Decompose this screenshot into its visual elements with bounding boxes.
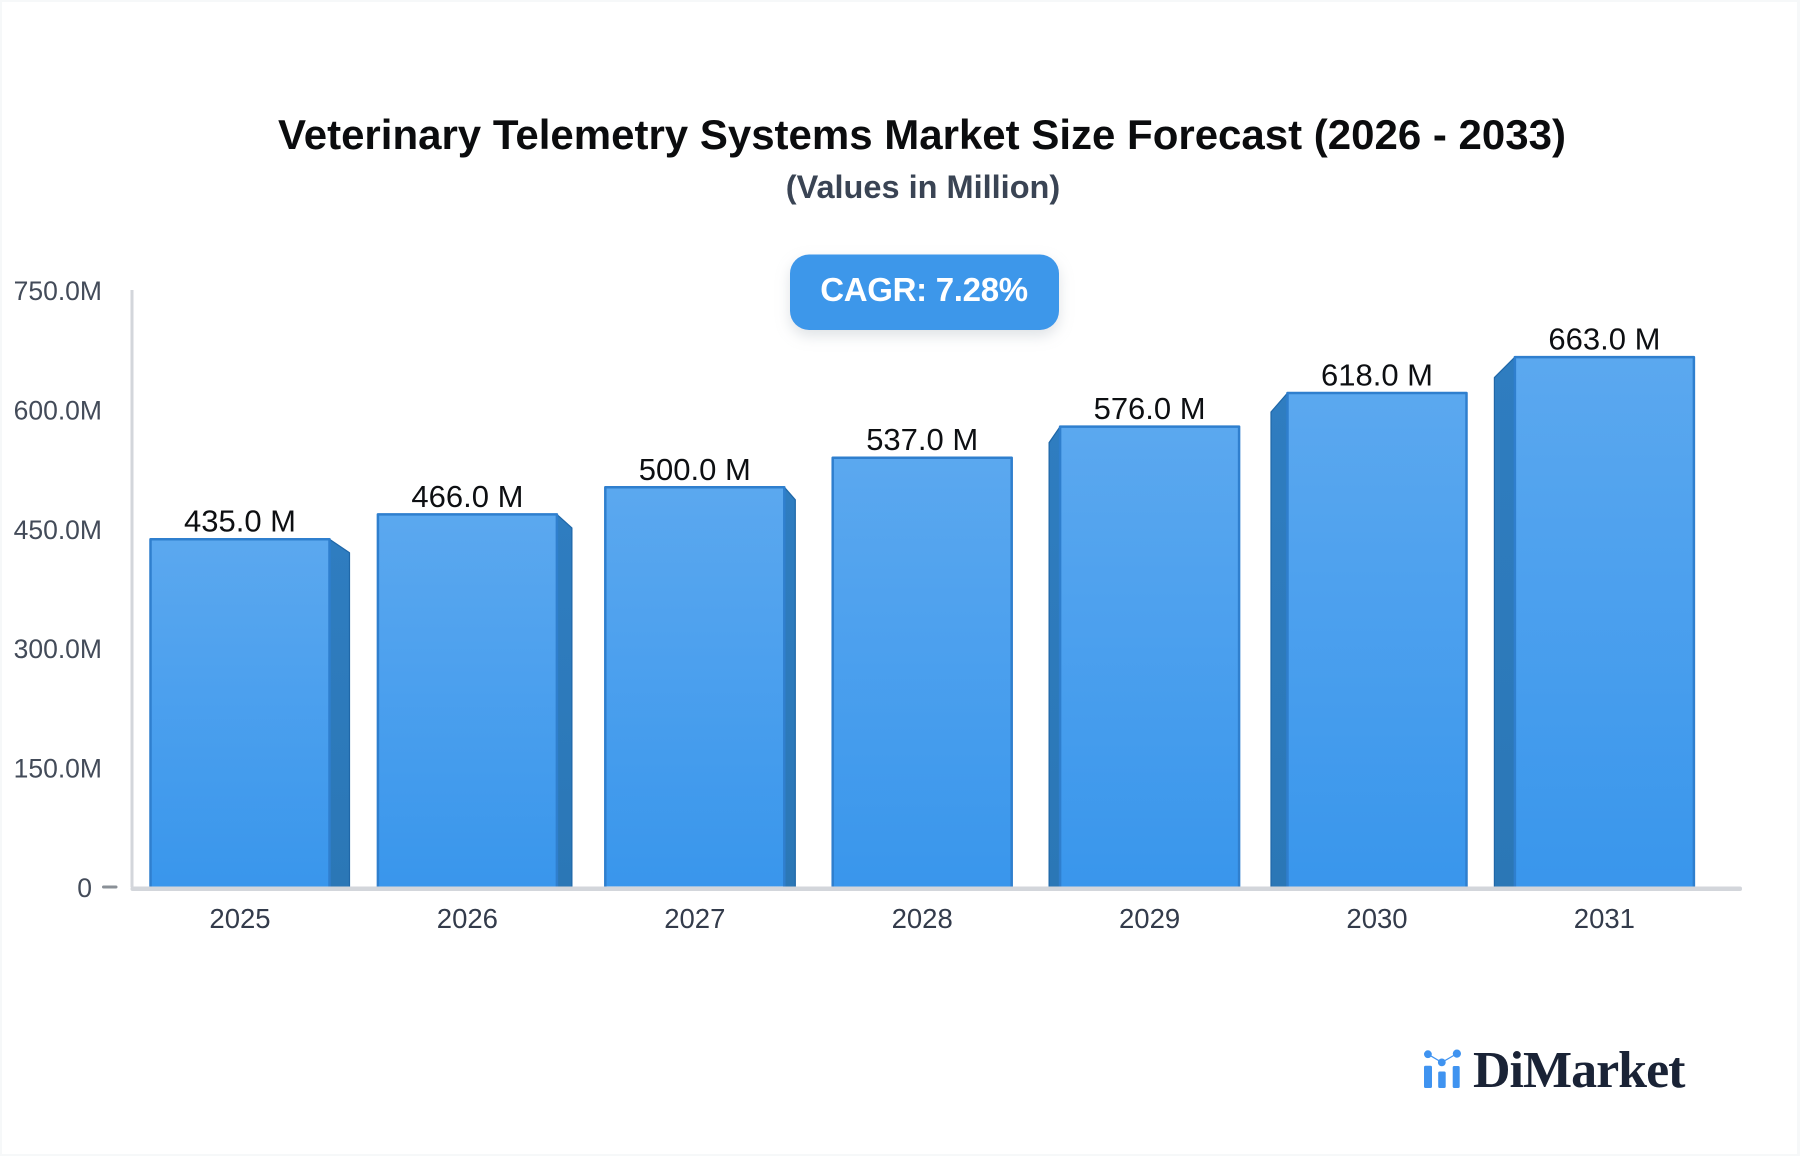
svg-text:466.0 M: 466.0 M: [411, 479, 523, 514]
svg-text:500.0 M: 500.0 M: [639, 452, 751, 487]
svg-text:618.0 M: 618.0 M: [1321, 358, 1433, 393]
svg-text:450.0M: 450.0M: [14, 515, 102, 545]
svg-text:0: 0: [77, 873, 92, 903]
svg-text:150.0M: 150.0M: [14, 754, 102, 784]
svg-text:DiMarket: DiMarket: [1473, 1042, 1686, 1099]
svg-text:(Values in Million): (Values in Million): [786, 169, 1060, 205]
svg-text:2026: 2026: [437, 903, 498, 934]
svg-text:2028: 2028: [892, 903, 953, 934]
svg-text:663.0 M: 663.0 M: [1548, 322, 1660, 357]
svg-text:2025: 2025: [209, 903, 270, 934]
svg-text:576.0 M: 576.0 M: [1094, 391, 1206, 426]
svg-text:750.0M: 750.0M: [14, 276, 102, 306]
svg-text:2027: 2027: [664, 903, 725, 934]
svg-text:Veterinary Telemetry Systems M: Veterinary Telemetry Systems Market Size…: [278, 111, 1566, 158]
svg-text:435.0 M: 435.0 M: [184, 504, 296, 539]
svg-text:2029: 2029: [1119, 903, 1180, 934]
svg-text:537.0 M: 537.0 M: [866, 422, 978, 457]
svg-text:CAGR: 7.28%: CAGR: 7.28%: [820, 271, 1028, 308]
svg-text:600.0M: 600.0M: [14, 395, 102, 425]
svg-text:300.0M: 300.0M: [14, 634, 102, 664]
svg-text:2031: 2031: [1574, 903, 1635, 934]
svg-text:2030: 2030: [1346, 903, 1407, 934]
